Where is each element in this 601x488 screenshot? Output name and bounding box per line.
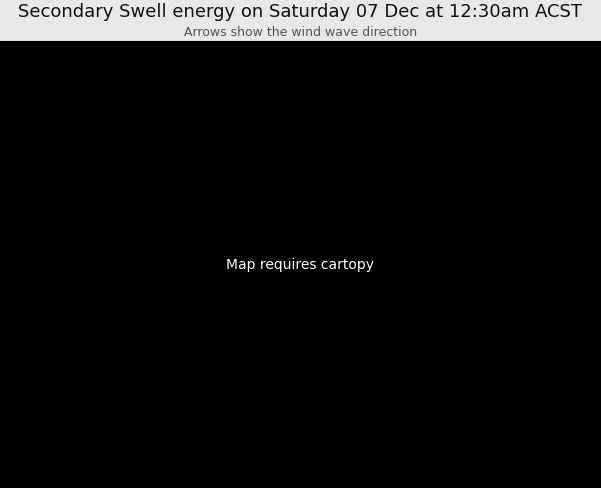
Text: Arrows show the wind wave direction: Arrows show the wind wave direction [184, 26, 417, 39]
Text: Map requires cartopy: Map requires cartopy [227, 258, 374, 272]
Text: Secondary Swell energy on Saturday 07 Dec at 12:30am ACST: Secondary Swell energy on Saturday 07 De… [19, 2, 582, 20]
